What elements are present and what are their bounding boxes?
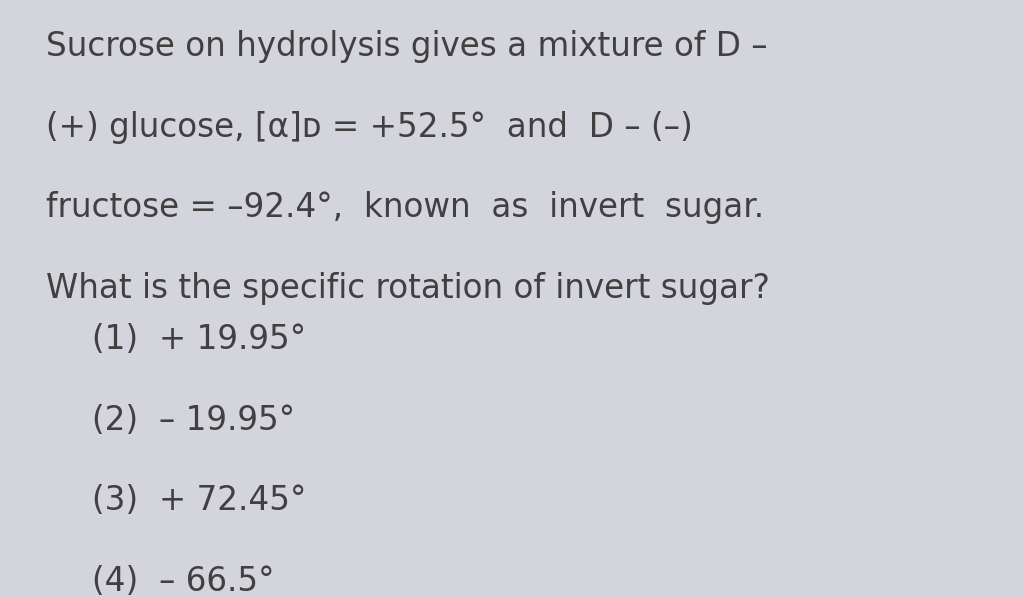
Text: fructose = –92.4°,  known  as  invert  sugar.: fructose = –92.4°, known as invert sugar…: [46, 191, 764, 224]
Text: Sucrose on hydrolysis gives a mixture of D –: Sucrose on hydrolysis gives a mixture of…: [46, 30, 768, 63]
Text: (1)  + 19.95°: (1) + 19.95°: [92, 323, 306, 356]
Text: (3)  + 72.45°: (3) + 72.45°: [92, 484, 306, 517]
Text: (2)  – 19.95°: (2) – 19.95°: [92, 404, 295, 437]
Text: What is the specific rotation of invert sugar?: What is the specific rotation of invert …: [46, 272, 770, 305]
Text: (+) glucose, [α]ᴅ = +52.5°  and  D – (–): (+) glucose, [α]ᴅ = +52.5° and D – (–): [46, 111, 693, 144]
Text: (4)  – 66.5°: (4) – 66.5°: [92, 565, 274, 598]
